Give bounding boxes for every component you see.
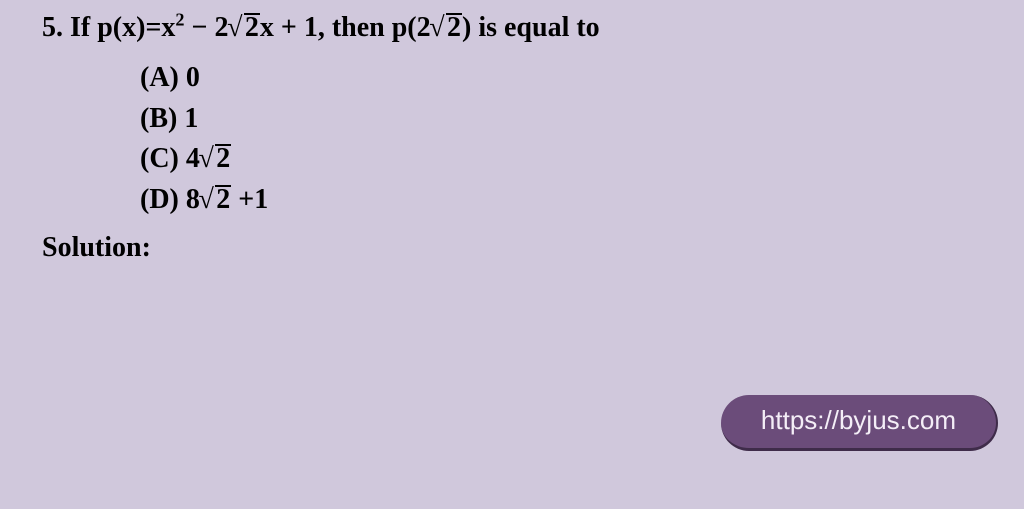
sqrt-icon: 2 — [200, 139, 231, 180]
solution-heading: Solution: — [42, 232, 151, 264]
option-d-label: (D) — [140, 184, 186, 215]
radicand-1: 2 — [244, 13, 260, 42]
question-text-mid2: x + 1, then p(2 — [260, 12, 431, 43]
exponent-2: 2 — [175, 10, 184, 30]
option-a-label: (A) — [140, 62, 186, 93]
option-d-rad: 2 — [215, 185, 231, 214]
sqrt-icon: 2 — [200, 180, 231, 221]
question-number: 5. — [42, 12, 63, 43]
sqrt-icon: 2 — [431, 12, 462, 44]
question-line: 5. If p(x)=x2 − 22x + 1, then p(22) is e… — [42, 12, 600, 44]
option-c: (C) 42 — [140, 139, 268, 180]
question-text-mid1: − 2 — [185, 12, 229, 43]
option-d-tail: +1 — [231, 184, 268, 215]
option-d: (D) 82 +1 — [140, 180, 268, 221]
radicand-2: 2 — [446, 13, 462, 42]
option-a-value: 0 — [186, 62, 200, 93]
option-c-label: (C) — [140, 143, 186, 174]
sqrt-icon: 2 — [228, 12, 259, 44]
question-text-prefix: If p(x)=x — [70, 12, 175, 43]
option-a: (A) 0 — [140, 58, 268, 99]
option-b: (B) 1 — [140, 99, 268, 140]
option-c-rad: 2 — [215, 144, 231, 173]
question-text-suffix: ) is equal to — [462, 12, 600, 43]
option-b-label: (B) — [140, 103, 184, 134]
watermark-pill: https://byjus.com — [721, 395, 998, 451]
options-list: (A) 0 (B) 1 (C) 42 (D) 82 +1 — [140, 58, 268, 220]
option-b-value: 1 — [184, 103, 198, 134]
